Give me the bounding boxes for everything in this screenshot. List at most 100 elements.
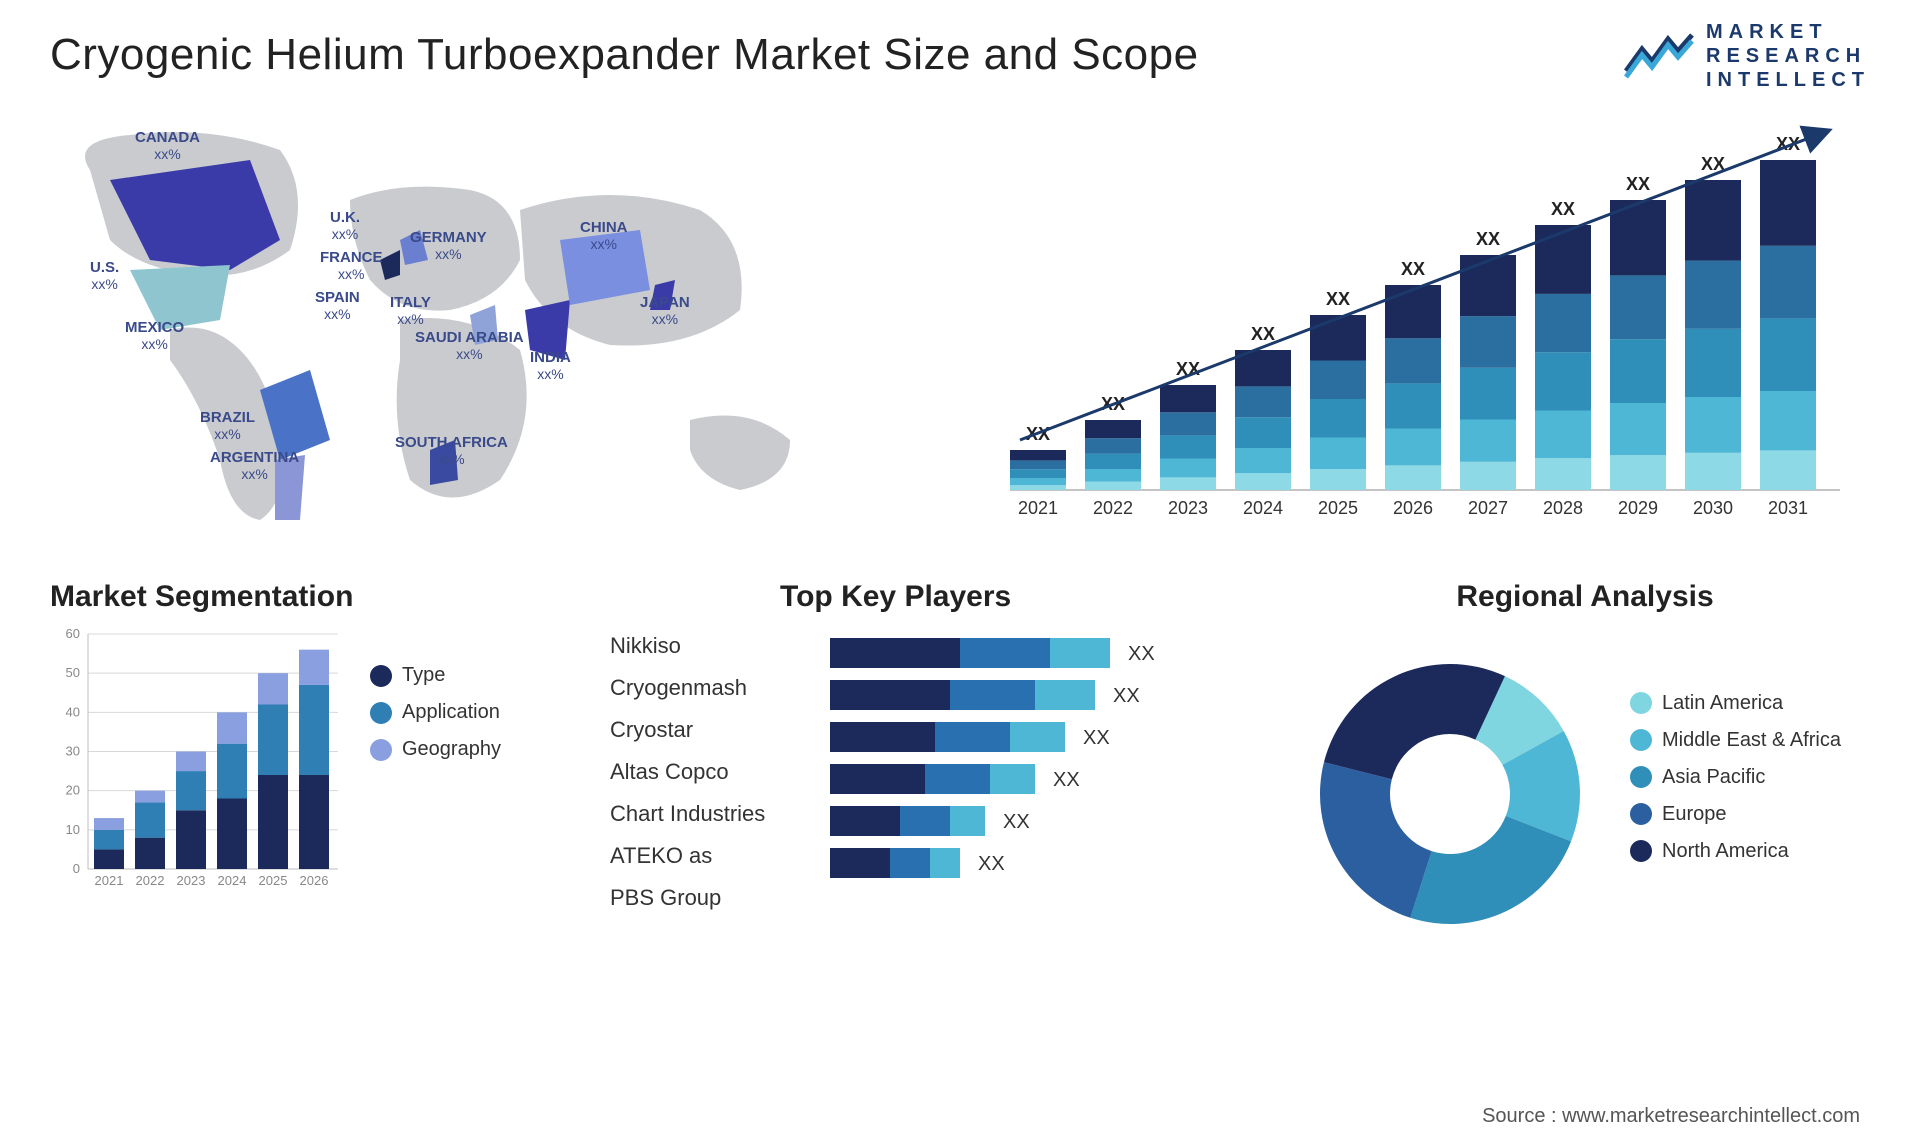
- key-player-name: PBS Group: [610, 877, 765, 919]
- logo-text-2: RESEARCH: [1706, 44, 1870, 68]
- source-text: Source : www.marketresearchintellect.com: [1482, 1105, 1860, 1128]
- legend-label: North America: [1662, 840, 1789, 863]
- svg-text:2028: 2028: [1543, 498, 1583, 518]
- key-players-chart-svg: XXXXXXXXXXXX: [830, 630, 1250, 930]
- svg-text:2021: 2021: [1018, 498, 1058, 518]
- legend-label: Type: [402, 664, 445, 687]
- svg-text:2026: 2026: [300, 873, 329, 888]
- regional-title: Regional Analysis: [1280, 580, 1890, 614]
- legend-dot-icon: [370, 665, 392, 687]
- svg-text:2026: 2026: [1393, 498, 1433, 518]
- legend-dot-icon: [370, 739, 392, 761]
- svg-text:2023: 2023: [177, 873, 206, 888]
- regional-legend-item: Middle East & Africa: [1630, 729, 1841, 752]
- segmentation-legend-item: Type: [370, 664, 501, 687]
- legend-label: Middle East & Africa: [1662, 729, 1841, 752]
- legend-label: Europe: [1662, 803, 1727, 826]
- svg-text:60: 60: [66, 626, 80, 641]
- svg-text:XX: XX: [1401, 259, 1425, 279]
- key-player-name: Chart Industries: [610, 793, 765, 835]
- world-map: CANADAxx% U.S.xx%MEXICOxx% BRAZILxx% ARGENT…: [50, 120, 880, 550]
- map-label-china: CHINAxx%: [580, 220, 628, 253]
- logo-text-1: MARKET: [1706, 20, 1870, 44]
- segmentation-legend: Type Application Geography: [370, 664, 501, 775]
- map-label-mexico: MEXICOxx%: [125, 320, 184, 353]
- svg-text:2023: 2023: [1168, 498, 1208, 518]
- svg-text:2025: 2025: [259, 873, 288, 888]
- key-player-name: Cryostar: [610, 709, 765, 751]
- logo-text-3: INTELLECT: [1706, 68, 1870, 92]
- map-label-japan: JAPANxx%: [640, 295, 690, 328]
- legend-label: Asia Pacific: [1662, 766, 1765, 789]
- segmentation-chart-svg: 0102030405060202120222023202420252026: [50, 624, 350, 904]
- brand-logo: MARKET RESEARCH INTELLECT: [1624, 20, 1870, 92]
- svg-text:XX: XX: [1083, 727, 1110, 749]
- svg-text:2024: 2024: [1243, 498, 1283, 518]
- svg-text:2025: 2025: [1318, 498, 1358, 518]
- legend-label: Latin America: [1662, 692, 1783, 715]
- svg-text:2022: 2022: [136, 873, 165, 888]
- map-label-spain: SPAINxx%: [315, 290, 360, 323]
- regional-donut-svg: [1280, 624, 1600, 944]
- regional-legend-item: Latin America: [1630, 692, 1841, 715]
- key-players-title: Top Key Players: [780, 580, 1240, 614]
- regional-legend-item: North America: [1630, 840, 1841, 863]
- svg-text:XX: XX: [1251, 324, 1275, 344]
- svg-text:XX: XX: [1003, 811, 1030, 833]
- svg-text:XX: XX: [1551, 199, 1575, 219]
- svg-text:2021: 2021: [95, 873, 124, 888]
- growth-chart-svg: XX2021XX2022XX2023XX2024XX2025XX2026XX20…: [980, 120, 1860, 540]
- map-label-argentina: ARGENTINAxx%: [210, 450, 299, 483]
- svg-text:20: 20: [66, 783, 80, 798]
- legend-dot-icon: [1630, 803, 1652, 825]
- legend-dot-icon: [1630, 840, 1652, 862]
- logo-mark-icon: [1624, 31, 1694, 81]
- svg-text:30: 30: [66, 744, 80, 759]
- legend-dot-icon: [1630, 766, 1652, 788]
- svg-text:XX: XX: [1326, 289, 1350, 309]
- key-player-name: Altas Copco: [610, 751, 765, 793]
- map-label-saudi-arabia: SAUDI ARABIAxx%: [415, 330, 524, 363]
- map-label-u-s-: U.S.xx%: [90, 260, 119, 293]
- svg-text:XX: XX: [1128, 643, 1155, 665]
- map-label-u-k-: U.K.xx%: [330, 210, 360, 243]
- legend-dot-icon: [1630, 692, 1652, 714]
- svg-text:50: 50: [66, 665, 80, 680]
- map-label-france: FRANCExx%: [320, 250, 383, 283]
- map-label-india: INDIAxx%: [530, 350, 571, 383]
- key-players-names: NikkisoCryogenmashCryostarAltas CopcoCha…: [610, 625, 765, 919]
- svg-text:XX: XX: [1476, 229, 1500, 249]
- svg-text:2024: 2024: [218, 873, 247, 888]
- regional-analysis-section: Regional Analysis Latin America Middle Ea…: [1280, 580, 1890, 944]
- map-label-canada: CANADAxx%: [135, 130, 200, 163]
- map-label-south-africa: SOUTH AFRICAxx%: [395, 435, 508, 468]
- regional-legend-item: Europe: [1630, 803, 1841, 826]
- svg-text:2027: 2027: [1468, 498, 1508, 518]
- segmentation-legend-item: Geography: [370, 738, 501, 761]
- key-player-name: ATEKO as: [610, 835, 765, 877]
- svg-text:10: 10: [66, 822, 80, 837]
- market-segmentation-section: Market Segmentation 01020304050602021202…: [50, 580, 570, 904]
- svg-text:XX: XX: [1113, 685, 1140, 707]
- svg-text:XX: XX: [1053, 769, 1080, 791]
- segmentation-legend-item: Application: [370, 701, 501, 724]
- map-label-germany: GERMANYxx%: [410, 230, 487, 263]
- svg-text:2030: 2030: [1693, 498, 1733, 518]
- legend-label: Application: [402, 701, 500, 724]
- svg-text:2031: 2031: [1768, 498, 1808, 518]
- legend-label: Geography: [402, 738, 501, 761]
- map-label-brazil: BRAZILxx%: [200, 410, 255, 443]
- svg-text:XX: XX: [1626, 174, 1650, 194]
- segmentation-title: Market Segmentation: [50, 580, 570, 614]
- svg-text:XX: XX: [978, 853, 1005, 875]
- legend-dot-icon: [1630, 729, 1652, 751]
- legend-dot-icon: [370, 702, 392, 724]
- svg-text:2029: 2029: [1618, 498, 1658, 518]
- key-players-section: Top Key Players: [600, 580, 1240, 624]
- regional-legend-item: Asia Pacific: [1630, 766, 1841, 789]
- page-title: Cryogenic Helium Turboexpander Market Si…: [50, 30, 1199, 80]
- key-player-name: Cryogenmash: [610, 667, 765, 709]
- svg-text:0: 0: [73, 861, 80, 876]
- regional-legend: Latin America Middle East & Africa Asia Pa…: [1630, 692, 1841, 877]
- map-label-italy: ITALYxx%: [390, 295, 431, 328]
